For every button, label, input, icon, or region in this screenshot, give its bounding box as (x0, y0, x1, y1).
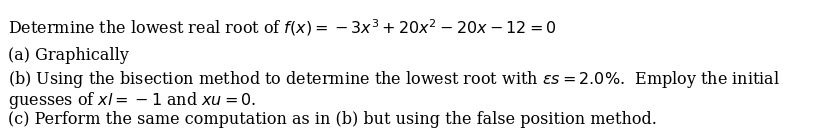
Text: Determine the lowest real root of $f(x) = -3x^3 + 20x^2 - 20x - 12 = 0$: Determine the lowest real root of $f(x) … (8, 17, 557, 38)
Text: (c) Perform the same computation as in (b) but using the false position method.: (c) Perform the same computation as in (… (8, 111, 657, 128)
Text: (a) Graphically: (a) Graphically (8, 47, 129, 64)
Text: (b) Using the bisection method to determine the lowest root with $\epsilon s = 2: (b) Using the bisection method to determ… (8, 69, 780, 90)
Text: guesses of $xl = -1$ and $xu = 0$.: guesses of $xl = -1$ and $xu = 0$. (8, 90, 257, 111)
